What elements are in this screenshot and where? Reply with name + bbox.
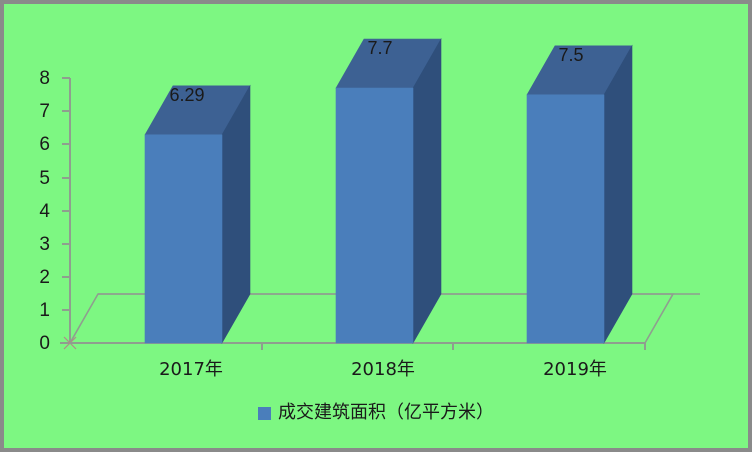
bar-2019[interactable] <box>526 44 633 345</box>
bar-side-face <box>412 37 442 345</box>
bar-2018[interactable] <box>335 37 442 345</box>
y-tick-label-7: 7 <box>39 101 50 122</box>
y-tick-label-2: 2 <box>39 267 50 288</box>
y-tick-label-8: 8 <box>39 68 50 89</box>
value-label-2017: 6.29 <box>169 85 205 105</box>
x-axis <box>70 342 646 350</box>
legend-series-label: 成交建筑面积（亿平方米） <box>278 402 494 423</box>
y-axis <box>60 77 77 350</box>
y-tick-label-1: 1 <box>39 300 50 321</box>
y-tick-label-5: 5 <box>39 168 50 189</box>
y-tick-label-6: 6 <box>39 134 50 155</box>
chart-legend: 成交建筑面积（亿平方米） <box>0 404 752 422</box>
bar-side-face <box>603 44 633 345</box>
y-tick-label-4: 4 <box>39 201 50 222</box>
bar-front-face <box>335 87 414 344</box>
y-tick-label-3: 3 <box>39 234 50 255</box>
x-tick-label-2019: 2019年 <box>543 359 607 380</box>
value-label-2019: 7.5 <box>558 45 584 65</box>
bar-2017[interactable] <box>144 84 251 345</box>
x-tick-label-2017: 2017年 <box>159 359 223 380</box>
bar-front-face <box>526 94 605 344</box>
x-tick-label-2018: 2018年 <box>351 359 415 380</box>
y-tick-label-0: 0 <box>39 333 50 354</box>
value-label-2018: 7.7 <box>367 38 393 58</box>
legend-color-swatch-icon <box>258 406 271 420</box>
bar-front-face <box>144 134 223 344</box>
